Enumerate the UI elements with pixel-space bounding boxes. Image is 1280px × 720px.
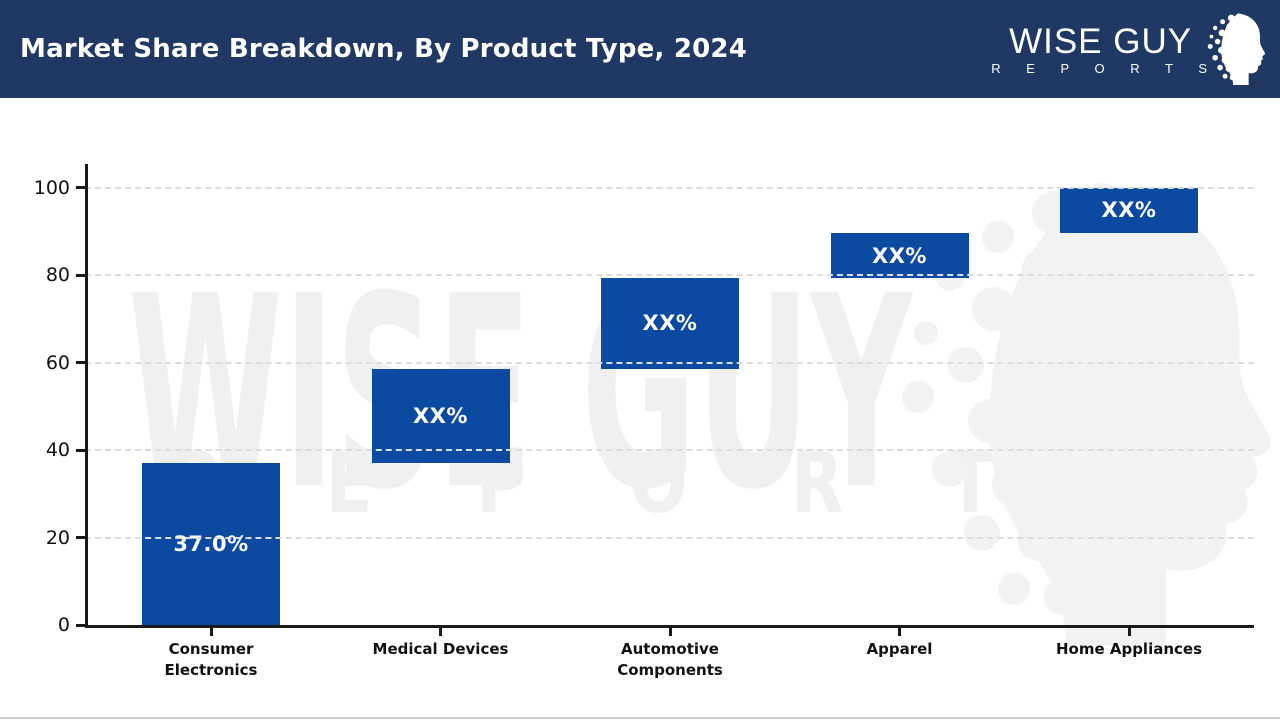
category-label-home-appliances: Home Appliances <box>1055 640 1203 658</box>
bar-value-home-appliances: XX% <box>1101 198 1157 223</box>
y-tick-80 <box>76 273 85 277</box>
gridline-60 <box>85 361 1254 364</box>
logo-wordmark-sub: R E P O R T S <box>991 60 1218 76</box>
bar-home-appliances: XX% <box>1060 187 1198 234</box>
y-tick-label-40: 40 <box>45 439 70 461</box>
gridline-100 <box>85 186 1254 189</box>
y-axis-line <box>85 164 88 628</box>
header: Market Share Breakdown, By Product Type,… <box>0 0 1280 98</box>
x-tick-home-appliances <box>1127 628 1131 636</box>
category-label-medical-devices: Medical Devices <box>372 640 509 658</box>
bar-value-apparel: XX% <box>872 243 927 268</box>
bar-medical-devices: XX% <box>371 369 510 464</box>
y-tick-label-0: 0 <box>57 614 70 636</box>
gridline-20 <box>85 536 1254 539</box>
bar-automotive-components: XX% <box>601 277 739 370</box>
gridline-40 <box>85 449 1254 451</box>
x-tick-medical-devices <box>439 628 442 636</box>
y-tick-60 <box>76 361 85 364</box>
bar-value-medical-devices: XX% <box>413 404 468 429</box>
category-label-automotive-components: Automotive Components <box>617 640 723 679</box>
logo-head-icon <box>1204 7 1266 91</box>
bar-apparel: XX% <box>830 233 969 278</box>
y-tick-label-100: 100 <box>33 176 70 199</box>
category-label-consumer-electronics: Consumer Electronics <box>164 640 258 679</box>
y-tick-label-20: 20 <box>45 526 70 549</box>
logo-wordmark: WISE GUY R E P O R T S <box>983 24 1218 75</box>
watermark-wordmark-sub: R E P O R T S <box>170 434 1187 533</box>
x-axis-line <box>85 625 1254 628</box>
y-tick-label-60: 60 <box>45 351 70 374</box>
footer-divider <box>0 717 1280 719</box>
x-tick-apparel <box>898 628 901 636</box>
page-title: Market Share Breakdown, By Product Type,… <box>20 34 747 64</box>
gridline-80 <box>85 274 1254 276</box>
y-tick-100 <box>76 186 85 189</box>
y-tick-label-80: 80 <box>45 264 70 286</box>
y-tick-20 <box>76 536 85 539</box>
bar-value-automotive-components: XX% <box>642 311 698 336</box>
bar-value-consumer-electronics: 37.0% <box>173 532 249 557</box>
x-tick-automotive-components <box>668 628 672 636</box>
x-tick-consumer-electronics <box>209 628 213 636</box>
wise-guy-logo: WISE GUY R E P O R T S <box>983 7 1266 91</box>
category-label-apparel: Apparel <box>866 640 933 658</box>
y-tick-40 <box>76 448 85 452</box>
logo-wordmark-main: WISE GUY <box>1009 21 1193 61</box>
bar-consumer-electronics: 37.0% <box>142 463 280 625</box>
y-tick-0 <box>76 623 85 627</box>
